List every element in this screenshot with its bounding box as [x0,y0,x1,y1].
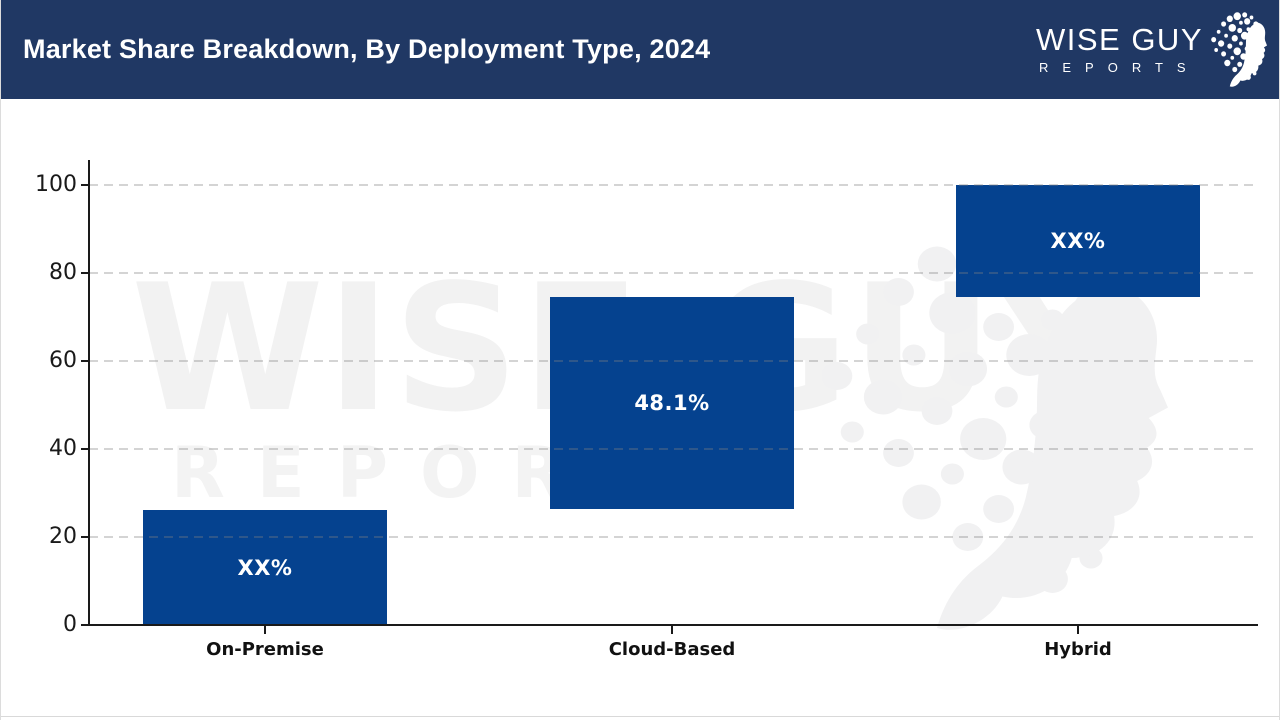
y-tick-mark [81,184,89,186]
bar-value-label: XX% [1050,229,1106,254]
y-tick-mark [81,272,89,274]
bar-value-label: XX% [237,555,293,580]
y-tick-mark [81,448,89,450]
y-tick-label: 80 [49,260,77,285]
brand-subtitle: REPORTS [1038,59,1200,75]
brand-name: WISE GUY [1035,22,1203,58]
y-tick-mark [81,536,89,538]
x-tick-mark [264,626,266,634]
y-axis-line [88,160,90,626]
x-category-label: On-Premise [206,639,324,660]
brand-face-icon [1205,11,1267,89]
y-tick-mark [81,624,89,626]
bar-cloud-based: 48.1% [550,297,794,509]
bottom-border [1,716,1279,717]
header: Market Share Breakdown, By Deployment Ty… [1,0,1279,99]
x-axis-line [88,624,1258,626]
y-tick-label: 0 [63,612,77,637]
page-title: Market Share Breakdown, By Deployment Ty… [23,34,711,64]
brand-logo: WISE GUY REPORTS [1036,11,1267,89]
x-tick-mark [671,626,673,634]
x-category-label: Hybrid [1044,639,1112,660]
x-tick-mark [1077,626,1079,634]
x-category-label: Cloud-Based [608,639,736,660]
y-tick-label: 100 [35,172,77,197]
y-tick-label: 60 [49,348,77,373]
y-tick-mark [81,360,89,362]
bar-hybrid: XX% [956,185,1200,298]
bar-value-label: 48.1% [634,391,710,415]
bar-on-premise: XX% [143,510,387,625]
y-tick-label: 40 [49,436,77,461]
y-tick-label: 20 [49,524,77,549]
